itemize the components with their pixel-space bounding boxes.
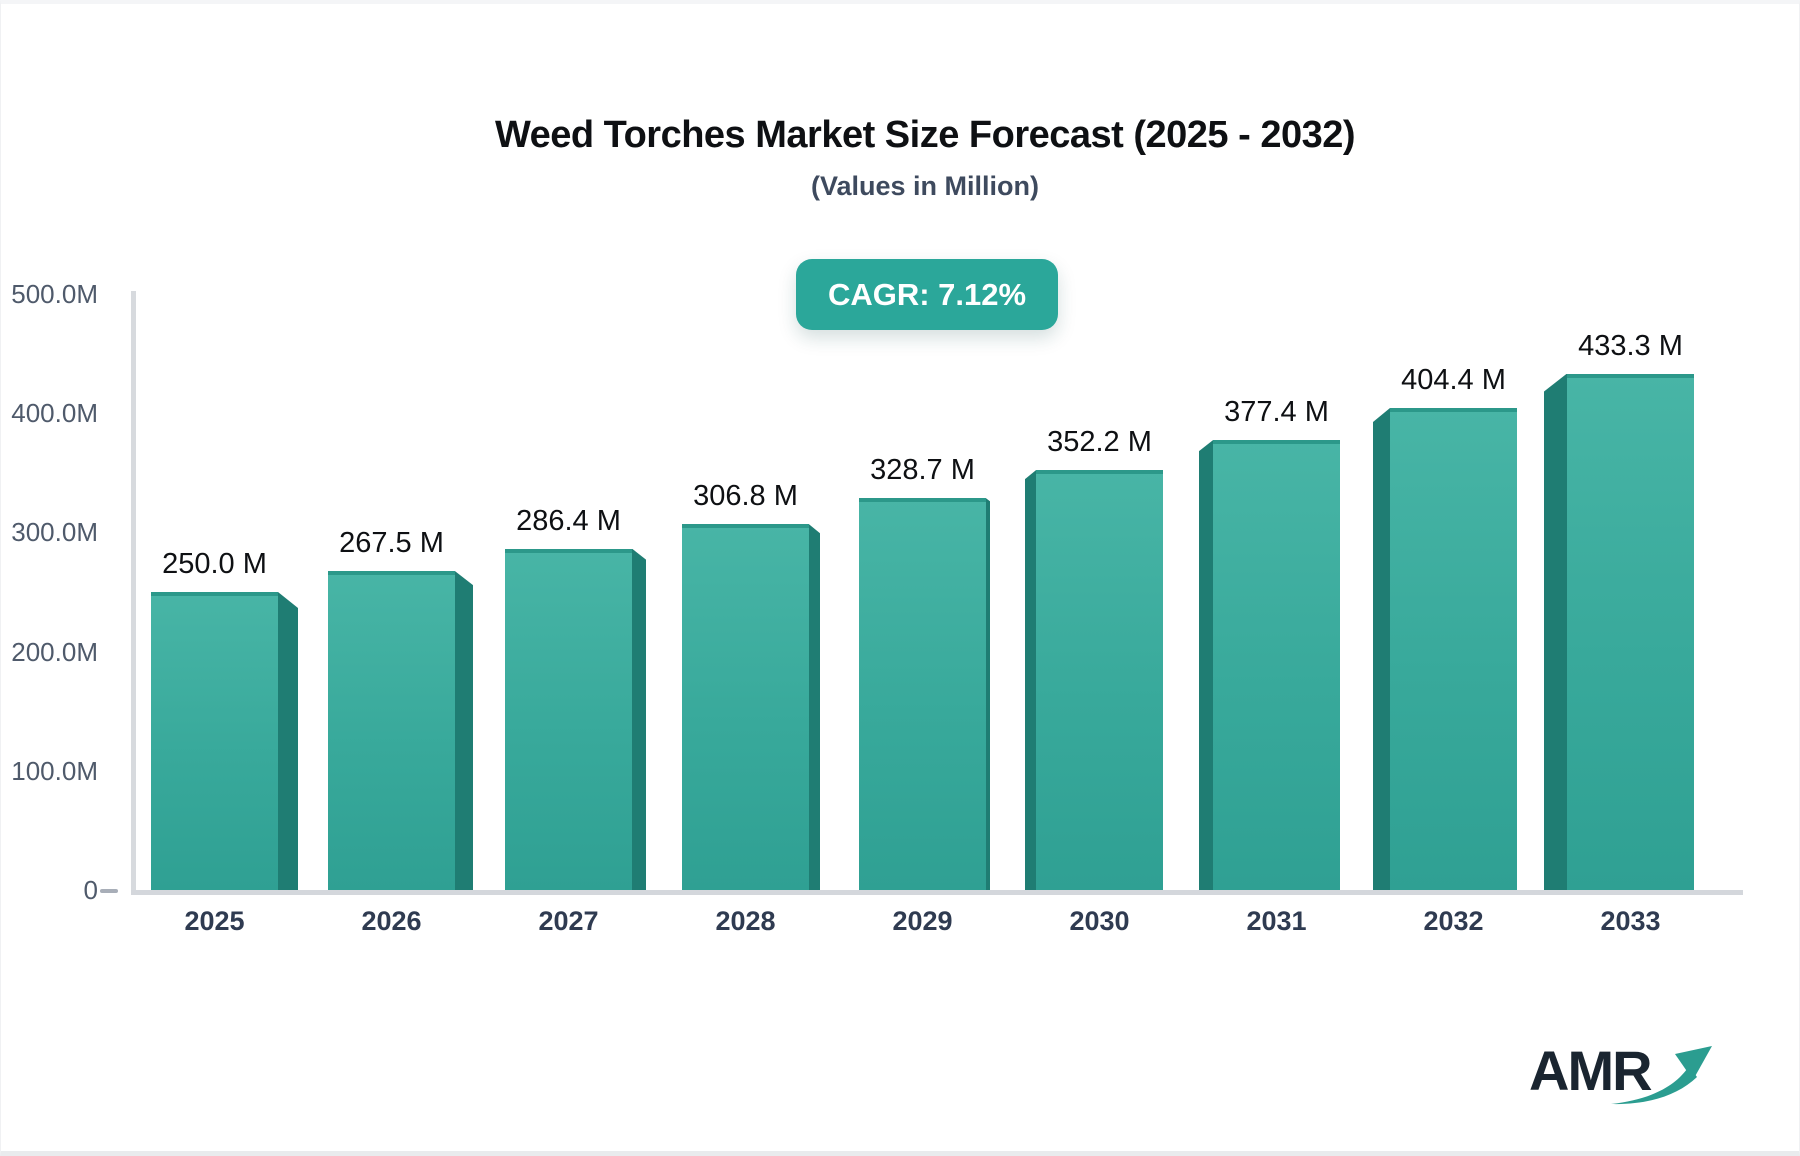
bar-2027 (505, 548, 632, 890)
y-axis-label: 100.0M (11, 755, 98, 786)
x-axis-label-2026: 2026 (361, 906, 422, 936)
amr-logo: AMR (1529, 1038, 1714, 1118)
bar-top-edge (682, 524, 809, 529)
amr-logo-text: AMR (1529, 1039, 1653, 1102)
bar-value-label-2033: 433.3 M (1578, 329, 1683, 362)
bar-group-2033[interactable] (1544, 373, 1694, 890)
bar-2025 (151, 592, 278, 890)
bar-group-2031[interactable] (1199, 440, 1340, 890)
bar-2031 (1213, 440, 1340, 890)
bar-group-2030[interactable] (1025, 470, 1163, 890)
cagr-badge: CAGR: 7.12% (796, 259, 1058, 330)
bar-side-panel (809, 524, 820, 890)
bar-2033 (1567, 373, 1694, 890)
y-axis-label: 500.0M (11, 279, 98, 309)
chart-subtitle: (Values in Million) (810, 170, 1040, 201)
x-axis-label-2031: 2031 (1246, 906, 1307, 936)
bar-2029 (859, 498, 986, 890)
bar-top-edge (505, 548, 632, 553)
bar-top-edge (1390, 407, 1517, 412)
bar-top-edge (1036, 470, 1163, 475)
bar-value-label-2030: 352.2 M (1047, 426, 1152, 459)
bar-2026 (328, 571, 455, 890)
bar-group-2027[interactable] (505, 548, 646, 890)
x-axis-label-2032: 2032 (1423, 906, 1484, 936)
x-axis-label-2029: 2029 (892, 906, 953, 936)
chart-title: Weed Torches Market Size Forecast (2025 … (494, 114, 1356, 156)
bar-side-panel (1373, 407, 1390, 890)
bar-top-edge (859, 498, 986, 503)
bar-value-label-2029: 328.7 M (870, 454, 975, 487)
bar-value-label-2025: 250.0 M (162, 548, 267, 580)
zero-tick-mark (100, 889, 118, 893)
bar-value-label-2026: 267.5 M (339, 527, 444, 560)
y-axis-label: 300.0M (11, 517, 98, 548)
bar-side-panel (455, 571, 473, 890)
bar-chart-plot: 0 100.0M 200.0M 300.0M 400.0M 500.0M 250.0 M 20… (1, 4, 1799, 1151)
chart-header: Weed Torches Market Size Forecast (2025 … (136, 114, 1714, 202)
bar-value-label-2032: 404.4 M (1401, 363, 1506, 396)
bar-2032 (1390, 407, 1517, 890)
bar-2030 (1036, 470, 1163, 890)
bar-side-panel (986, 498, 990, 890)
bar-top-edge (1213, 440, 1340, 445)
x-axis-label-2033: 2033 (1600, 906, 1661, 936)
bar-value-label-2027: 286.4 M (516, 504, 621, 537)
bar-top-edge (1567, 373, 1694, 378)
bar-group-2026[interactable] (328, 571, 473, 890)
bar-group-2032[interactable] (1373, 407, 1517, 890)
y-axis-line (131, 291, 136, 895)
bar-2028 (682, 524, 809, 890)
bar-side-panel (1025, 470, 1036, 890)
x-axis-label-2030: 2030 (1069, 906, 1130, 936)
bar-side-panel (278, 592, 298, 890)
bar-side-panel (632, 548, 646, 890)
bar-side-panel (1544, 373, 1567, 890)
x-axis-label-2025: 2025 (184, 906, 245, 936)
bar-group-2029[interactable] (859, 498, 990, 890)
bar-value-label-2031: 377.4 M (1224, 396, 1329, 429)
growth-arrow-icon (1611, 1046, 1712, 1105)
bar-group-2028[interactable] (682, 524, 820, 890)
bar-top-edge (151, 592, 278, 596)
x-axis-baseline (131, 890, 1743, 895)
bar-side-panel (1199, 440, 1213, 890)
bar-group-2025[interactable] (151, 592, 298, 890)
y-axis-label: 0 (83, 875, 98, 905)
y-axis-label: 400.0M (11, 398, 98, 429)
y-axis-label: 200.0M (11, 636, 98, 667)
bar-value-label-2028: 306.8 M (693, 480, 798, 513)
x-axis-label-2027: 2027 (538, 906, 599, 936)
bar-top-edge (328, 571, 455, 576)
x-axis-label-2028: 2028 (715, 906, 776, 936)
